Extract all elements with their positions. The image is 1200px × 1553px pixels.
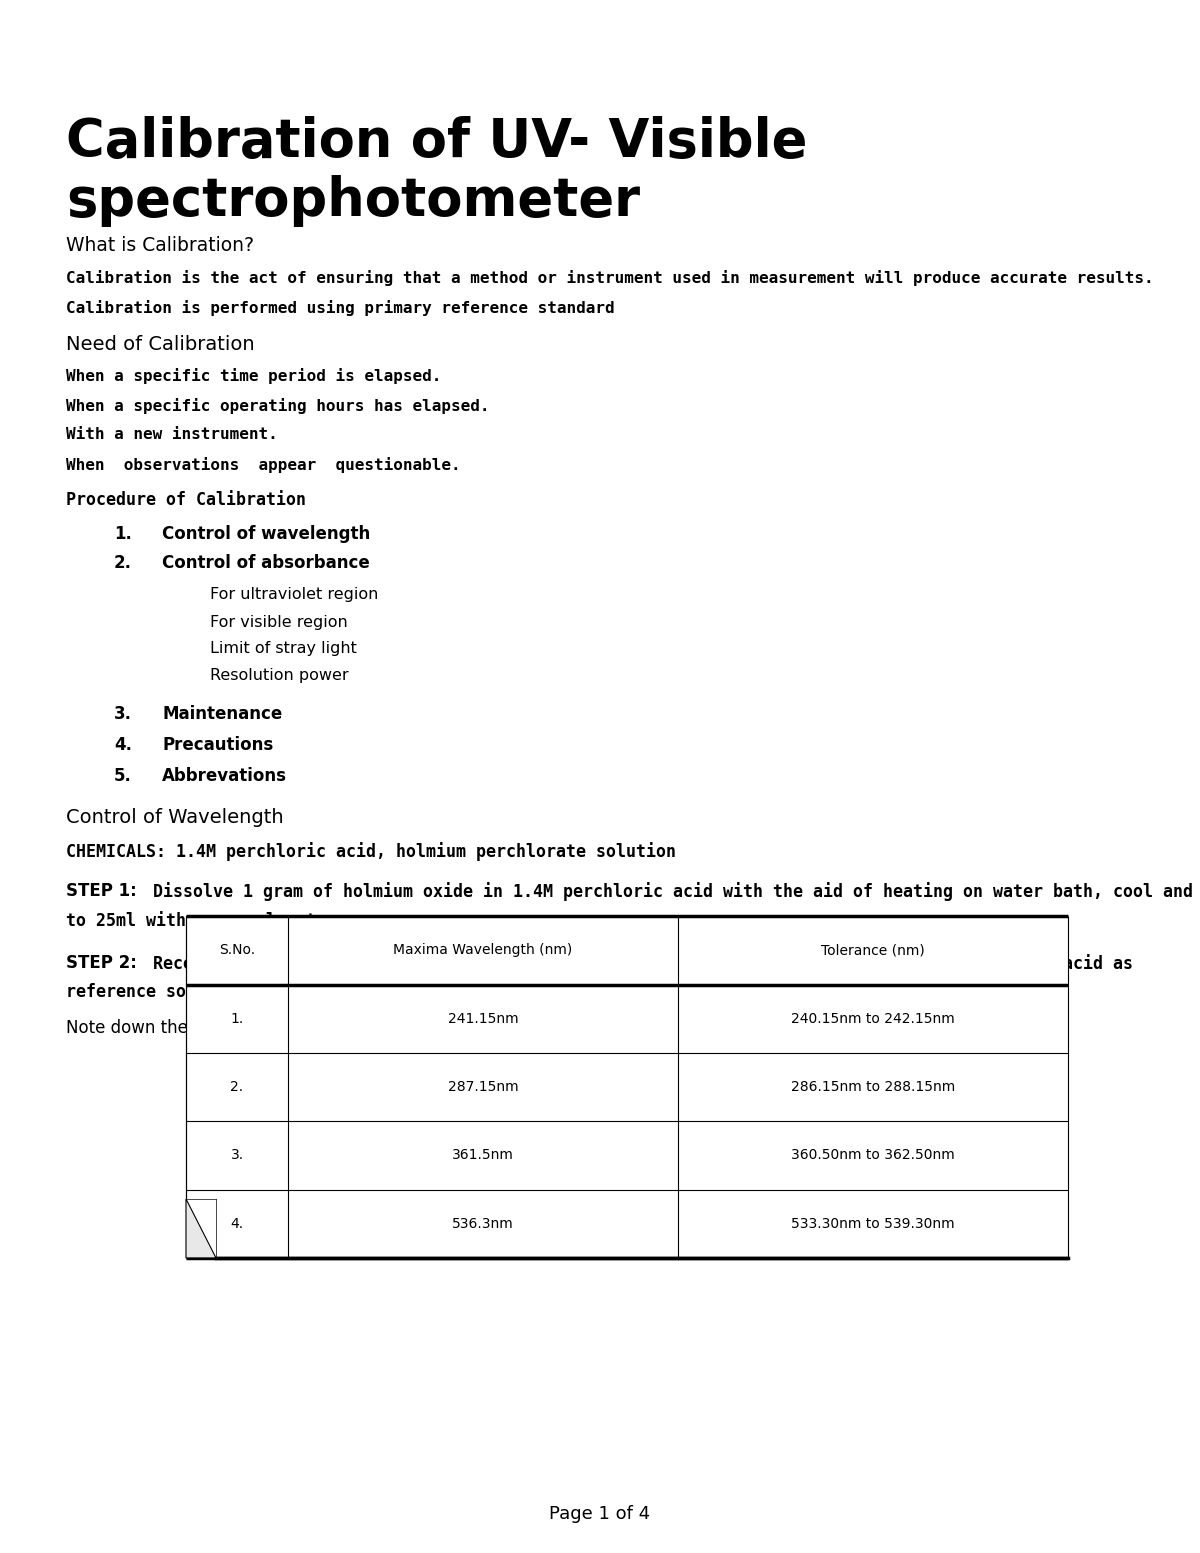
Text: 286.15nm to 288.15nm: 286.15nm to 288.15nm <box>791 1079 955 1095</box>
Text: What is Calibration?: What is Calibration? <box>66 236 254 255</box>
Text: Abbrevations: Abbrevations <box>162 767 287 786</box>
Text: Calibration is the act of ensuring that a method or instrument used in measureme: Calibration is the act of ensuring that … <box>66 270 1153 286</box>
Text: Procedure of Calibration: Procedure of Calibration <box>66 491 306 509</box>
Text: CHEMICALS: 1.4M perchloric acid, holmium perchlorate solution: CHEMICALS: 1.4M perchloric acid, holmium… <box>66 842 676 860</box>
Text: For visible region: For visible region <box>210 615 348 631</box>
Text: STEP 2:: STEP 2: <box>66 954 137 972</box>
Text: 533.30nm to 539.30nm: 533.30nm to 539.30nm <box>791 1216 955 1232</box>
Text: Maintenance: Maintenance <box>162 705 282 724</box>
Text: Control of wavelength: Control of wavelength <box>162 525 371 544</box>
Text: Control of absorbance: Control of absorbance <box>162 554 370 573</box>
Text: 360.50nm to 362.50nm: 360.50nm to 362.50nm <box>791 1148 955 1163</box>
Text: spectrophotometer: spectrophotometer <box>66 175 640 227</box>
Text: STEP 1:: STEP 1: <box>66 882 137 901</box>
Text: to 25ml with same solvent.: to 25ml with same solvent. <box>66 912 326 930</box>
Text: When a specific time period is elapsed.: When a specific time period is elapsed. <box>66 368 442 384</box>
Text: 240.15nm to 242.15nm: 240.15nm to 242.15nm <box>791 1011 955 1027</box>
Text: 2.: 2. <box>230 1079 244 1095</box>
Text: 241.15nm: 241.15nm <box>448 1011 518 1027</box>
Text: For ultraviolet region: For ultraviolet region <box>210 587 378 603</box>
Text: Tolerance (nm): Tolerance (nm) <box>821 943 925 958</box>
Text: 361.5nm: 361.5nm <box>452 1148 514 1163</box>
Text: Note down the: Note down the <box>66 1019 193 1037</box>
Text: When a specific operating hours has elapsed.: When a specific operating hours has elap… <box>66 398 490 413</box>
Text: S.No.: S.No. <box>218 943 256 958</box>
Polygon shape <box>186 1199 216 1258</box>
Text: 287.15nm: 287.15nm <box>448 1079 518 1095</box>
Text: 4.: 4. <box>114 736 132 755</box>
Text: Control of Wavelength: Control of Wavelength <box>66 808 283 826</box>
Text: Calibration of UV- Visible: Calibration of UV- Visible <box>66 116 808 168</box>
Text: Record the spectrum holmium perchlorate solution from 200nm to 600nm using 1.4M : Record the spectrum holmium perchlorate … <box>143 954 1133 972</box>
Text: 1.: 1. <box>230 1011 244 1027</box>
Text: 3.: 3. <box>230 1148 244 1163</box>
Text: 3.: 3. <box>114 705 132 724</box>
Text: Maxima Wavelength (nm): Maxima Wavelength (nm) <box>394 943 572 958</box>
Text: Need of Calibration: Need of Calibration <box>66 335 254 354</box>
Text: Calibration is performed using primary reference standard: Calibration is performed using primary r… <box>66 300 614 315</box>
Text: 1.: 1. <box>114 525 132 544</box>
Text: With a new instrument.: With a new instrument. <box>66 427 277 443</box>
Bar <box>186 916 1068 1258</box>
Text: When  observations  appear  questionable.: When observations appear questionable. <box>66 457 461 472</box>
Text: 4.: 4. <box>230 1216 244 1232</box>
Text: 2.: 2. <box>114 554 132 573</box>
Text: Page 1 of 4: Page 1 of 4 <box>550 1505 650 1523</box>
Text: Precautions: Precautions <box>162 736 274 755</box>
Text: Dissolve 1 gram of holmium oxide in 1.4M perchloric acid with the aid of heating: Dissolve 1 gram of holmium oxide in 1.4M… <box>143 882 1200 901</box>
Text: Limit of stray light: Limit of stray light <box>210 641 356 657</box>
Text: 5.: 5. <box>114 767 132 786</box>
Text: Resolution power: Resolution power <box>210 668 349 683</box>
Text: 536.3nm: 536.3nm <box>452 1216 514 1232</box>
Text: reference solution.: reference solution. <box>66 983 256 1002</box>
Text: maxima observed at wavelength against the acceptance criteria given below:: maxima observed at wavelength against th… <box>192 1019 932 1037</box>
